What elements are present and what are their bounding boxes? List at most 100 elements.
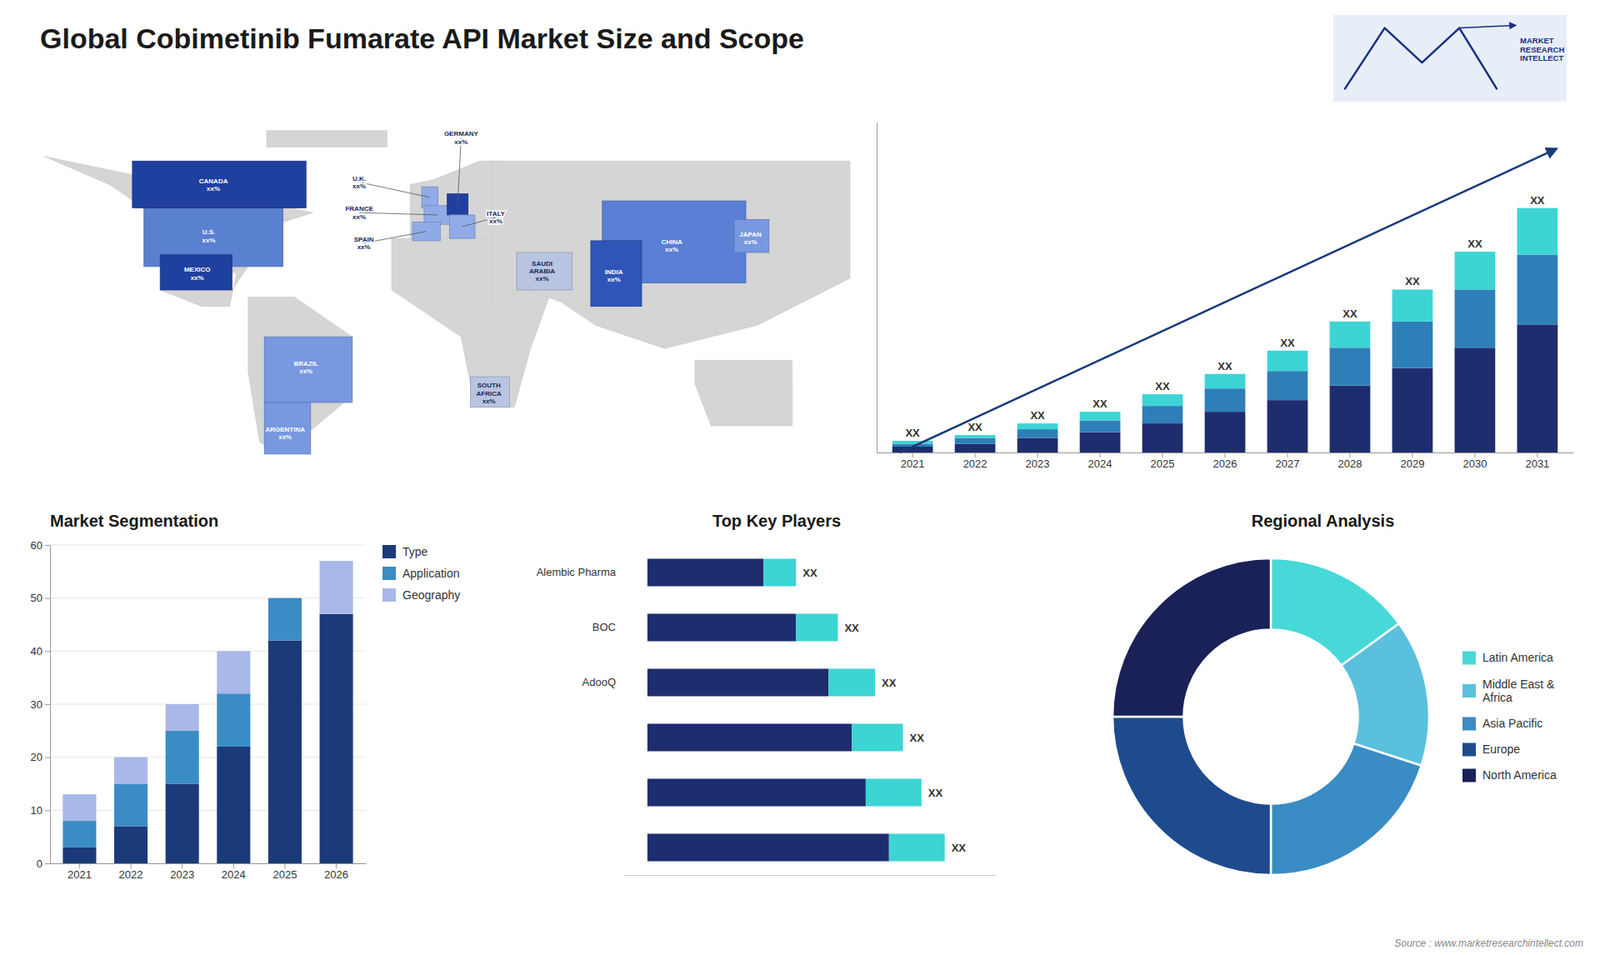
bar-segment [647, 779, 866, 807]
legend-label: Application [402, 566, 460, 580]
legend-label: Middle East &Africa [1482, 677, 1555, 705]
data-label: XX [905, 426, 920, 440]
tick: Alembic Pharma [536, 565, 625, 579]
country-label: SOUTHAFRICAxx% [476, 381, 502, 405]
plot: 2021202220232024202520260102030405060 [30, 539, 367, 882]
tick: 2021 [900, 452, 925, 470]
countries [132, 160, 770, 455]
country [516, 252, 573, 290]
axis-line [876, 123, 878, 454]
tick: 40 [30, 645, 50, 658]
tick-label: 2027 [1275, 457, 1300, 470]
axis: AdooQBOCAlembic Pharma [536, 565, 625, 848]
tick: 2023 [1025, 452, 1050, 470]
legend-item: North America [1462, 768, 1557, 782]
slices [1112, 558, 1430, 875]
grid-line [50, 810, 366, 811]
tick-label: 0 [36, 857, 43, 870]
legend-swatch [1462, 769, 1476, 783]
grid-line [50, 863, 366, 865]
bar-segment [1517, 208, 1559, 255]
tick-label: 2026 [324, 868, 349, 881]
bar-segment [114, 757, 148, 785]
country-label: U.K.xx% [352, 175, 366, 190]
callout-line [359, 212, 438, 215]
legend-item: Asia Pacific [1462, 716, 1543, 730]
legend-swatch [382, 545, 396, 559]
data-label: XX [910, 731, 925, 745]
grid-line [50, 756, 366, 758]
tick-label: 60 [30, 539, 43, 552]
tick: BOC [592, 620, 625, 634]
bar-segment [1267, 370, 1309, 400]
data-label: XX [1280, 336, 1295, 350]
tick-label: 2025 [1150, 457, 1175, 470]
country-label-line: xx% [206, 185, 220, 193]
tick: 2025 [272, 863, 297, 881]
axis [625, 875, 997, 876]
axis: 0102030405060 [30, 539, 51, 870]
bar-segment [1267, 350, 1309, 371]
pie-chart: Regional AnalysisLatin AmericaMiddle Eas… [1112, 511, 1557, 875]
country-label-line: CHINA [660, 238, 683, 246]
country-label-line: xx% [352, 213, 366, 221]
country-label-line: SPAIN [354, 235, 375, 244]
tick-mark [45, 810, 50, 811]
country-label: BRAZILxx% [294, 360, 319, 375]
tick: 50 [30, 591, 50, 605]
tick-mark [45, 757, 50, 759]
slice [1270, 743, 1422, 875]
bars [892, 208, 1559, 453]
tick-mark [181, 863, 183, 869]
continent [44, 156, 313, 307]
tick-mark [1225, 452, 1226, 458]
tick: 2026 [1213, 452, 1238, 470]
grid-line [50, 704, 366, 705]
legend-swatch [1462, 651, 1476, 665]
legend-label: Geography [402, 588, 460, 602]
legend-swatch [1462, 717, 1476, 731]
country-label: ARGENTINAxx% [265, 425, 305, 441]
tick-label: 2021 [900, 457, 925, 470]
bar-segment [320, 614, 354, 864]
bar-segment [1142, 405, 1184, 424]
tick: 10 [30, 804, 50, 817]
country-label-line: CANADA [199, 177, 229, 185]
tick-label: 2024 [221, 868, 246, 881]
data-label: XX [1467, 237, 1483, 250]
bar-segment [1080, 420, 1121, 433]
tick: 2022 [119, 863, 144, 881]
bar-segment [1017, 438, 1059, 453]
logo-background [1333, 15, 1567, 102]
bar-segment [62, 820, 96, 848]
country [160, 255, 232, 290]
tick: 2026 [324, 863, 349, 881]
tick-mark [1474, 452, 1475, 458]
bar-segment [1330, 321, 1371, 348]
data-label: XX [1342, 307, 1358, 320]
tick: 2024 [1088, 452, 1113, 470]
tick: 2025 [1150, 452, 1175, 470]
continent [490, 160, 850, 349]
continents [44, 130, 850, 455]
country-label-line: ARGENTINA [265, 425, 305, 434]
slice [1112, 558, 1271, 717]
country-label-line: SOUTH [477, 381, 501, 390]
country-label-line: xx% [190, 274, 205, 282]
bar-segment [1142, 394, 1184, 406]
country-label-line: U.K. [352, 175, 366, 183]
country [470, 376, 510, 408]
bar-segment [1330, 347, 1371, 385]
data-label: XX [881, 676, 897, 690]
continent [248, 296, 353, 454]
bar-segment [1205, 388, 1246, 412]
grid-line [50, 597, 366, 599]
tick: 2021 [67, 863, 92, 881]
continent [695, 360, 793, 426]
bar-segment [865, 779, 922, 807]
country-label: CHINAxx% [660, 238, 683, 254]
hbar-chart: Top Key PlayersAdooQBOCAlembic PharmaXXX… [536, 511, 997, 876]
country-label-line: xx% [278, 433, 292, 441]
bar-segment [62, 847, 96, 864]
bar-segment [647, 559, 764, 587]
